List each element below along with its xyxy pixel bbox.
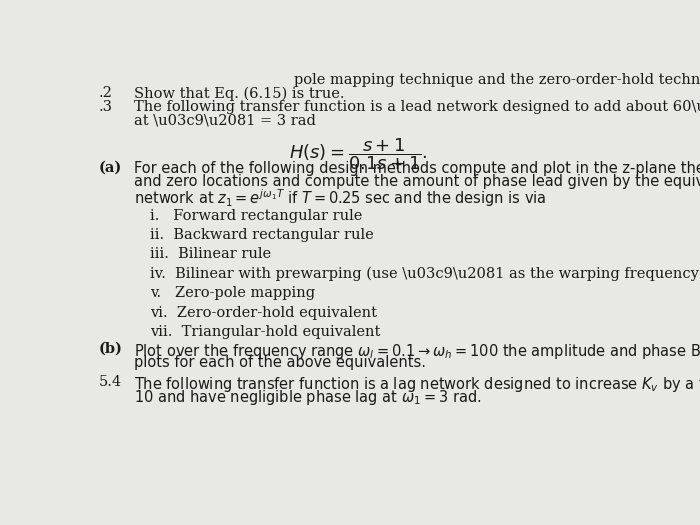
Text: iii.  Bilinear rule: iii. Bilinear rule <box>150 247 271 261</box>
Text: (b): (b) <box>98 342 122 356</box>
Text: .3: .3 <box>98 100 112 114</box>
Text: The following transfer function is a lead network designed to add about 60\u00b0: The following transfer function is a lea… <box>134 100 700 114</box>
Text: network at $z_1 = e^{j\omega_1 T}$ if $T = 0.25$ sec and the design is via: network at $z_1 = e^{j\omega_1 T}$ if $T… <box>134 187 546 209</box>
Text: pole mapping technique and the zero-order-hold technique.: pole mapping technique and the zero-orde… <box>294 73 700 87</box>
Text: (a): (a) <box>98 161 122 175</box>
Text: vii.  Triangular-hold equivalent: vii. Triangular-hold equivalent <box>150 325 380 339</box>
Text: 5.4: 5.4 <box>98 375 122 389</box>
Text: plots for each of the above equivalents.: plots for each of the above equivalents. <box>134 355 426 370</box>
Text: Show that Eq. (6.15) is true.: Show that Eq. (6.15) is true. <box>134 87 344 101</box>
Text: iv.  Bilinear with prewarping (use \u03c9\u2081 as the warping frequency): iv. Bilinear with prewarping (use \u03c9… <box>150 267 700 281</box>
Text: and zero locations and compute the amount of phase lead given by the equivalent: and zero locations and compute the amoun… <box>134 174 700 189</box>
Text: at \u03c9\u2081 = 3 rad: at \u03c9\u2081 = 3 rad <box>134 113 316 127</box>
Text: Plot over the frequency range $\omega_l = 0.1 \rightarrow \omega_h = 100$ the am: Plot over the frequency range $\omega_l … <box>134 342 700 361</box>
Text: $H(s) = \dfrac{s+1}{0.1s+1}.$: $H(s) = \dfrac{s+1}{0.1s+1}.$ <box>289 136 428 172</box>
Text: For each of the following design methods compute and plot in the z-plane the pol: For each of the following design methods… <box>134 161 700 176</box>
Text: 10 and have negligible phase lag at $\omega_1 = 3$ rad.: 10 and have negligible phase lag at $\om… <box>134 388 481 407</box>
Text: vi.  Zero-order-hold equivalent: vi. Zero-order-hold equivalent <box>150 306 377 320</box>
Text: .2: .2 <box>98 87 112 100</box>
Text: i.   Forward rectangular rule: i. Forward rectangular rule <box>150 208 363 223</box>
Text: ii.  Backward rectangular rule: ii. Backward rectangular rule <box>150 228 374 242</box>
Text: v.   Zero-pole mapping: v. Zero-pole mapping <box>150 286 315 300</box>
Text: The following transfer function is a lag network designed to increase $K_v$ by a: The following transfer function is a lag… <box>134 375 700 394</box>
